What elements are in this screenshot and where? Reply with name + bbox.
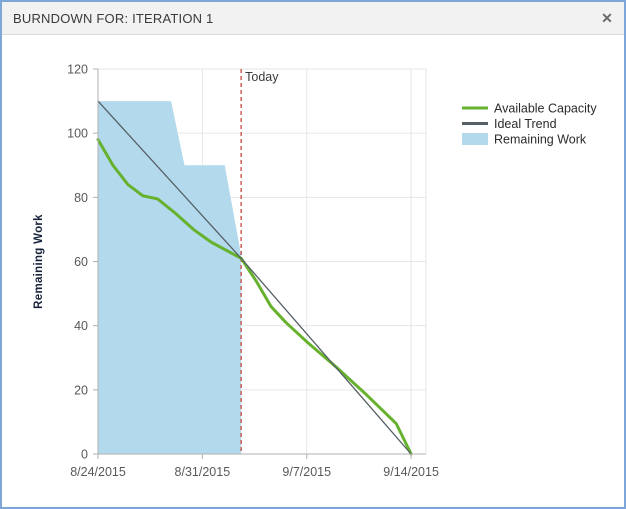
page-title: BURNDOWN FOR: ITERATION 1 — [13, 11, 214, 26]
y-tick-label: 40 — [74, 319, 88, 333]
legend-item-label: Available Capacity — [494, 102, 597, 116]
x-tick-label: 9/14/2015 — [383, 465, 439, 479]
close-icon[interactable]: ✕ — [601, 10, 613, 26]
legend-item-label: Remaining Work — [494, 133, 587, 147]
series-lines — [96, 100, 413, 456]
legend-item-label: Ideal Trend — [494, 117, 557, 131]
y-tick-label: 0 — [81, 448, 88, 462]
y-tick-label: 60 — [74, 255, 88, 269]
window-title-bar: BURNDOWN FOR: ITERATION 1 ✕ — [2, 2, 624, 35]
x-tick-label: 9/7/2015 — [282, 465, 331, 479]
y-tick-label: 80 — [74, 191, 88, 205]
chart-container: Today 0 20 40 60 80 100 120 8/24/2015 8/31/2015 9… — [2, 36, 624, 507]
line-ideal-trend — [97, 100, 412, 455]
today-marker: Today — [240, 69, 279, 454]
remaining-work-area — [98, 101, 242, 454]
today-label: Today — [245, 70, 279, 84]
y-tick-label: 20 — [74, 383, 88, 397]
y-tick-label: 100 — [67, 127, 88, 141]
y-axis-title-text: Remaining Work — [33, 214, 45, 309]
legend-swatch-remaining-work — [462, 133, 488, 145]
y-axis-title: Remaining Work — [33, 214, 45, 309]
x-tick-label: 8/24/2015 — [70, 465, 126, 479]
chart-axes — [93, 68, 426, 459]
area-remaining-work — [98, 101, 242, 454]
x-tick-label: 8/31/2015 — [175, 465, 231, 479]
burndown-chart: Today 0 20 40 60 80 100 120 8/24/2015 8/31/2015 9… — [33, 63, 597, 480]
tick-labels: 0 20 40 60 80 100 120 8/24/2015 8/31/2015 9/7/201… — [67, 63, 439, 480]
line-available-capacity — [96, 138, 413, 456]
y-tick-label: 120 — [67, 63, 88, 77]
